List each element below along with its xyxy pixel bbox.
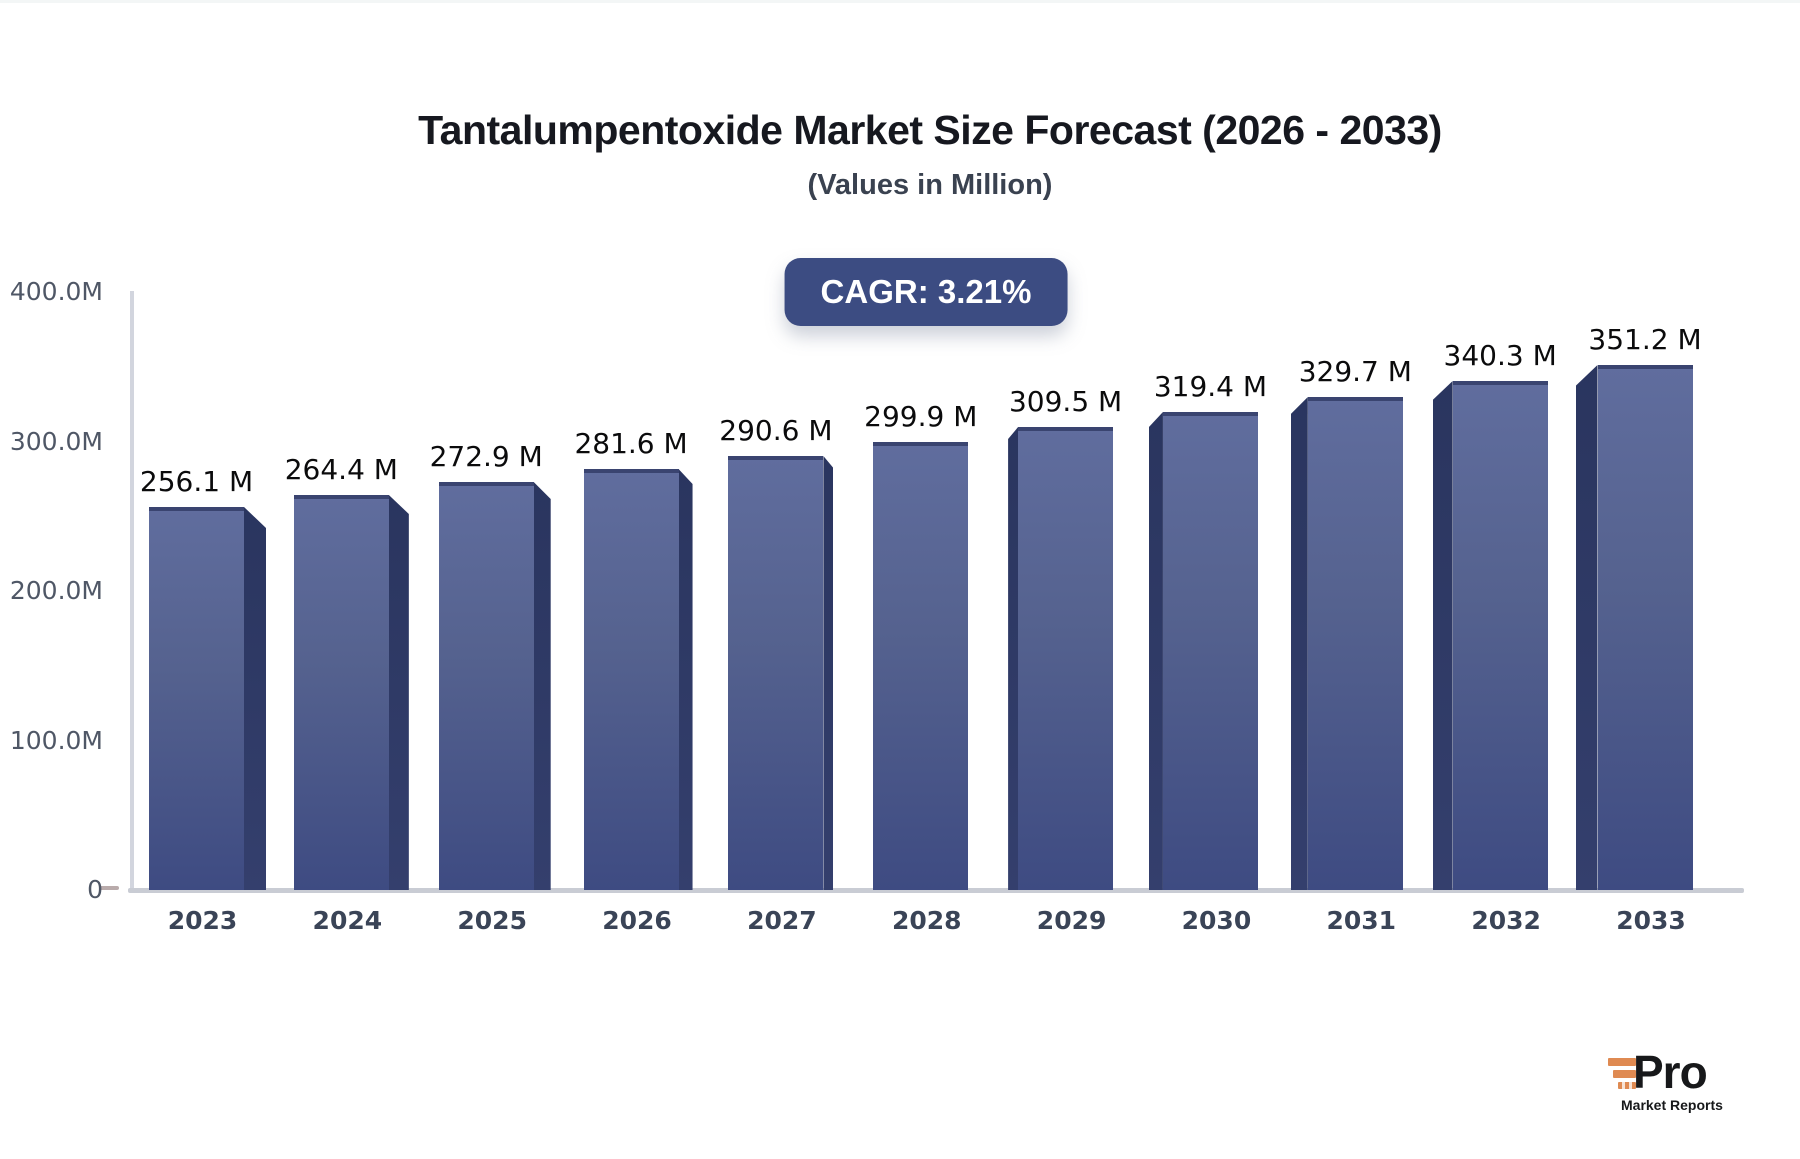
bar-2033	[1597, 365, 1693, 890]
bar-side-3d	[1148, 412, 1163, 890]
x-tick-label: 2029	[1036, 906, 1107, 935]
x-tick-label: 2027	[747, 906, 817, 935]
y-tick-label: 0	[87, 875, 103, 904]
x-tick-label: 2026	[602, 906, 672, 935]
bar-value-label: 329.7 M	[1298, 355, 1412, 388]
bar-value-label: 281.6 M	[574, 427, 688, 460]
bar-2023	[149, 507, 244, 890]
chart-title: Tantalumpentoxide Market Size Forecast (…	[418, 107, 1442, 153]
bar-value-label: 351.2 M	[1588, 323, 1702, 356]
bar-side-3d	[823, 456, 834, 890]
y-tick-label: 300.0M	[9, 426, 103, 456]
bar-2027	[728, 456, 824, 890]
bar-value-label: 340.3 M	[1443, 339, 1557, 372]
bar-value-label: 272.9 M	[429, 440, 543, 473]
bar-value-label: 319.4 M	[1153, 370, 1268, 403]
bar-side-3d	[1008, 427, 1019, 890]
bar-2024	[293, 495, 389, 890]
bar-value-label: 309.5 M	[1008, 385, 1123, 418]
x-tick-label: 2028	[891, 906, 962, 935]
bar-side-3d	[388, 495, 409, 890]
x-axis-line	[128, 888, 1744, 893]
bar-side-3d	[533, 482, 551, 890]
logo-row: Pro	[1608, 1049, 1728, 1095]
bar-2025	[438, 482, 534, 890]
x-tick-label: 2033	[1616, 906, 1686, 935]
bar-2026	[583, 469, 679, 890]
bar-value-label: 256.1 M	[139, 465, 254, 498]
zero-tick-mark	[99, 886, 119, 890]
bar-value-label: 299.9 M	[864, 400, 978, 433]
x-tick-label: 2030	[1181, 906, 1252, 935]
x-tick-label: 2031	[1326, 906, 1397, 935]
x-tick-label: 2024	[312, 906, 383, 935]
y-tick-label: 400.0M	[9, 277, 103, 306]
bar-side-3d	[1575, 365, 1598, 890]
bar-side-3d	[1432, 381, 1453, 890]
x-tick-label: 2023	[167, 906, 238, 935]
bar-2032	[1452, 381, 1548, 890]
bar-2029	[1018, 427, 1114, 890]
bar-2028	[873, 442, 969, 890]
y-axis-line	[130, 291, 134, 891]
bar-2030	[1162, 412, 1258, 890]
y-tick-label: 100.0M	[9, 725, 103, 755]
bar-value-label: 290.6 M	[719, 414, 833, 447]
x-tick-label: 2032	[1471, 906, 1541, 935]
cagr-badge: CAGR: 3.21%	[784, 258, 1068, 326]
logo-bars-icon	[1608, 1058, 1636, 1089]
y-tick-label: 200.0M	[9, 576, 103, 605]
bar-2031	[1307, 397, 1403, 890]
logo-tagline: Market Reports	[1621, 1097, 1723, 1113]
bar-value-label: 264.4 M	[284, 453, 398, 486]
bar-side-3d	[678, 469, 693, 890]
logo-brand-text: Pro	[1633, 1046, 1708, 1098]
x-tick-label: 2025	[457, 906, 527, 935]
chart-subtitle: (Values in Million)	[807, 169, 1053, 201]
bar-side-3d	[1290, 397, 1308, 890]
bar-side-3d	[244, 507, 266, 890]
brand-logo: Pro Market Reports	[1608, 1049, 1728, 1113]
